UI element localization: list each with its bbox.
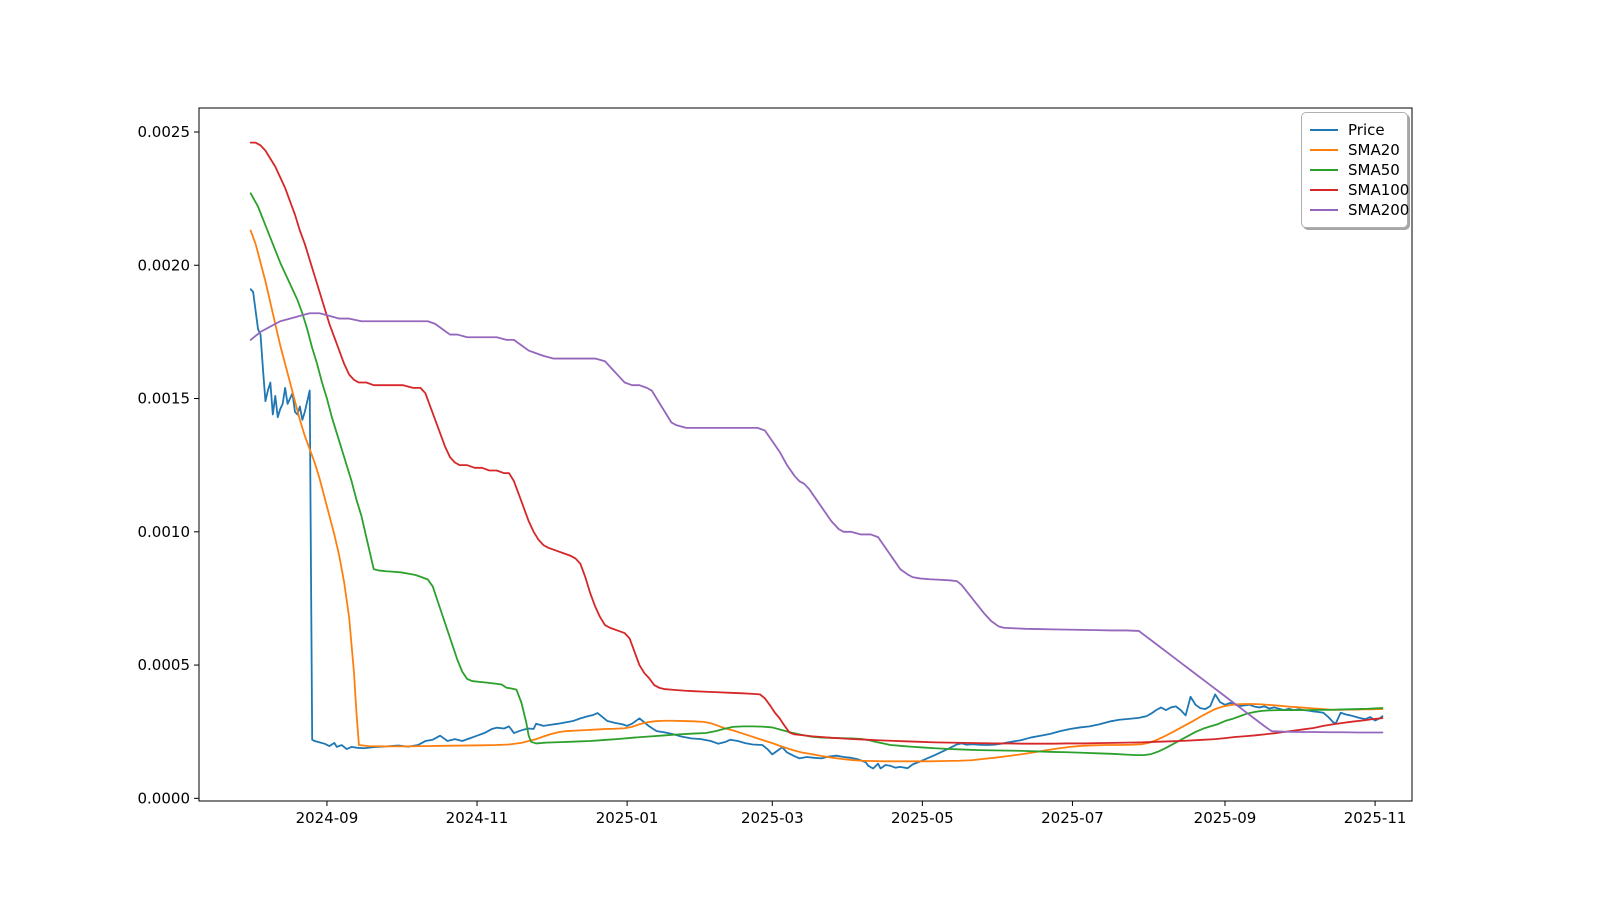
legend-label-sma50: SMA50 <box>1348 161 1400 179</box>
x-axis-tick-label: 2025-11 <box>1344 809 1407 827</box>
legend-label-sma100: SMA100 <box>1348 181 1410 199</box>
x-axis-tick-label: 2025-07 <box>1041 809 1104 827</box>
x-axis-tick-label: 2025-03 <box>741 809 804 827</box>
legend-item-sma20: SMA20 <box>1310 140 1400 160</box>
series-line-price <box>249 288 1384 770</box>
price-line-swatch <box>1310 129 1338 131</box>
sma200-line-swatch <box>1310 209 1338 211</box>
x-axis-tick-label: 2024-11 <box>446 809 509 827</box>
legend-item-price: Price <box>1310 120 1400 140</box>
legend-label-price: Price <box>1348 121 1385 139</box>
x-axis-tick-label: 2024-09 <box>296 809 359 827</box>
y-axis-tick-label: 0.0005 <box>138 656 191 674</box>
legend-item-sma200: SMA200 <box>1310 200 1409 220</box>
y-axis-tick-label: 0.0020 <box>138 256 191 274</box>
sma20-line-swatch <box>1310 149 1338 151</box>
x-axis-tick-label: 2025-09 <box>1194 809 1257 827</box>
axes-spines <box>198 107 1413 802</box>
y-axis-tick-label: 0.0010 <box>138 523 191 541</box>
legend: Price SMA20 SMA50 SMA100 SMA200 <box>1301 112 1409 228</box>
series-line-sma100 <box>249 141 1384 745</box>
legend-label-sma200: SMA200 <box>1348 201 1410 219</box>
series-line-sma20 <box>249 229 1384 763</box>
y-axis-tick-label: 0.0025 <box>138 123 191 141</box>
series-line-sma200 <box>249 312 1384 734</box>
series-line-sma50 <box>249 192 1384 757</box>
legend-item-sma50: SMA50 <box>1310 160 1400 180</box>
x-axis-tick-label: 2025-01 <box>596 809 659 827</box>
legend-item-sma100: SMA100 <box>1310 180 1409 200</box>
sma100-line-swatch <box>1310 189 1338 191</box>
legend-label-sma20: SMA20 <box>1348 141 1400 159</box>
sma50-line-swatch <box>1310 169 1338 171</box>
x-axis-tick-label: 2025-05 <box>891 809 954 827</box>
y-axis-tick-label: 0.0015 <box>138 390 191 408</box>
y-axis-tick-label: 0.0000 <box>138 789 191 807</box>
